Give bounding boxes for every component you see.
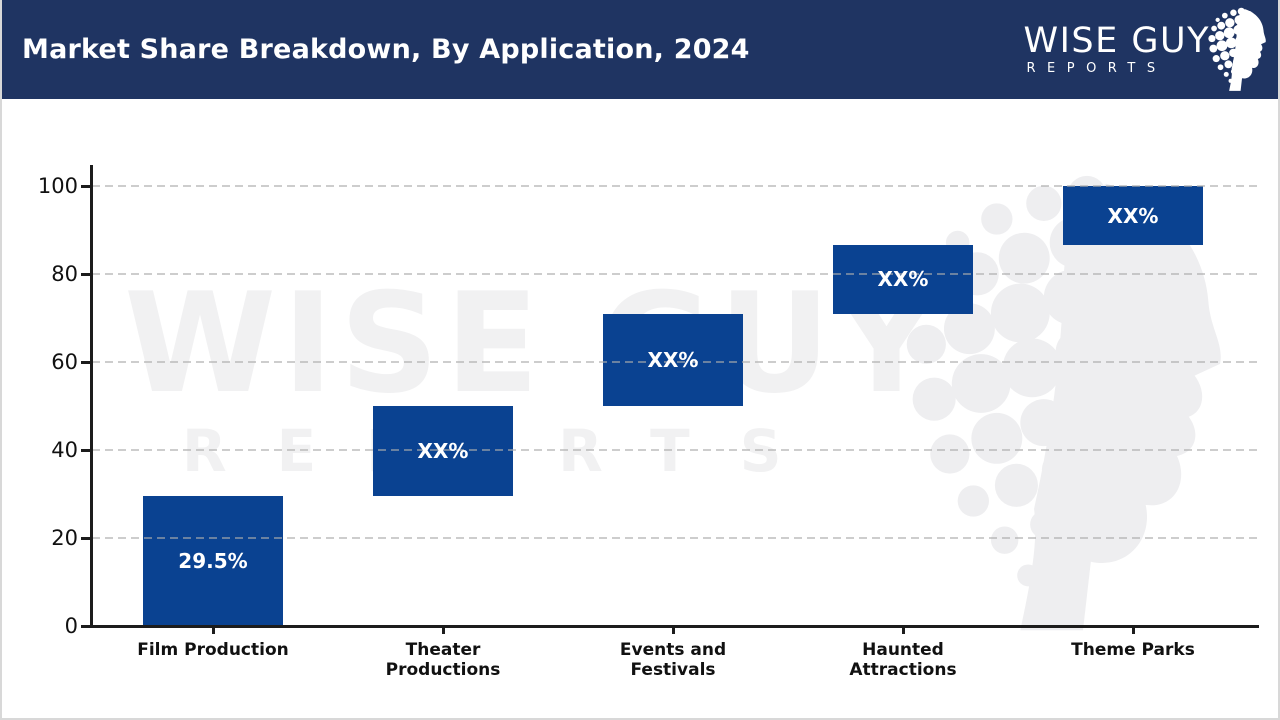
brand-subname: REPORTS	[1026, 61, 1167, 77]
y-tick-mark	[81, 273, 90, 276]
x-tick-mark	[672, 627, 675, 634]
y-tick-label: 100	[37, 174, 78, 198]
x-tick-mark	[1132, 627, 1135, 634]
grid-line	[92, 273, 1258, 275]
grid-line	[92, 361, 1258, 363]
page-title: Market Share Breakdown, By Application, …	[22, 34, 750, 65]
x-axis-line	[90, 625, 1259, 628]
bar	[373, 406, 513, 497]
x-category-label: Theater Productions	[385, 640, 501, 680]
x-tick-mark	[902, 627, 905, 634]
x-tick-mark	[212, 627, 215, 634]
bar-value-label: XX%	[1107, 203, 1159, 228]
bar-value-label: XX%	[877, 267, 929, 292]
brand-logo: WISE GUY REPORTS	[1023, 7, 1280, 93]
bar	[143, 496, 283, 626]
x-category-label: Events and Festivals	[619, 640, 727, 680]
x-category-label: Film Production	[137, 640, 289, 660]
x-tick-mark	[442, 627, 445, 634]
y-tick-label: 60	[51, 350, 78, 374]
grid-line	[92, 449, 1258, 451]
brand-name: WISE GUY	[1023, 20, 1210, 61]
y-axis-line	[90, 165, 93, 628]
y-tick-mark	[81, 185, 90, 188]
y-tick-mark	[81, 449, 90, 452]
grid-line	[92, 185, 1258, 187]
brand-logo-text: WISE GUY REPORTS	[1023, 20, 1210, 77]
x-category-label: Haunted Attractions	[849, 640, 957, 680]
bar-value-label: XX%	[417, 439, 469, 464]
y-tick-label: 80	[51, 262, 78, 286]
y-tick-label: 40	[51, 438, 78, 462]
y-tick-mark	[81, 625, 90, 628]
brand-head-icon	[1196, 7, 1268, 93]
y-tick-label: 0	[64, 614, 78, 638]
bar-value-label: XX%	[647, 347, 699, 372]
y-tick-label: 20	[51, 526, 78, 550]
header-bar: Market Share Breakdown, By Application, …	[2, 0, 1280, 99]
x-category-label: Theme Parks	[1071, 640, 1195, 660]
y-tick-mark	[81, 361, 90, 364]
bar-value-label: 29.5%	[178, 549, 248, 574]
grid-line	[92, 537, 1258, 539]
bar	[603, 313, 743, 406]
y-tick-mark	[81, 537, 90, 540]
